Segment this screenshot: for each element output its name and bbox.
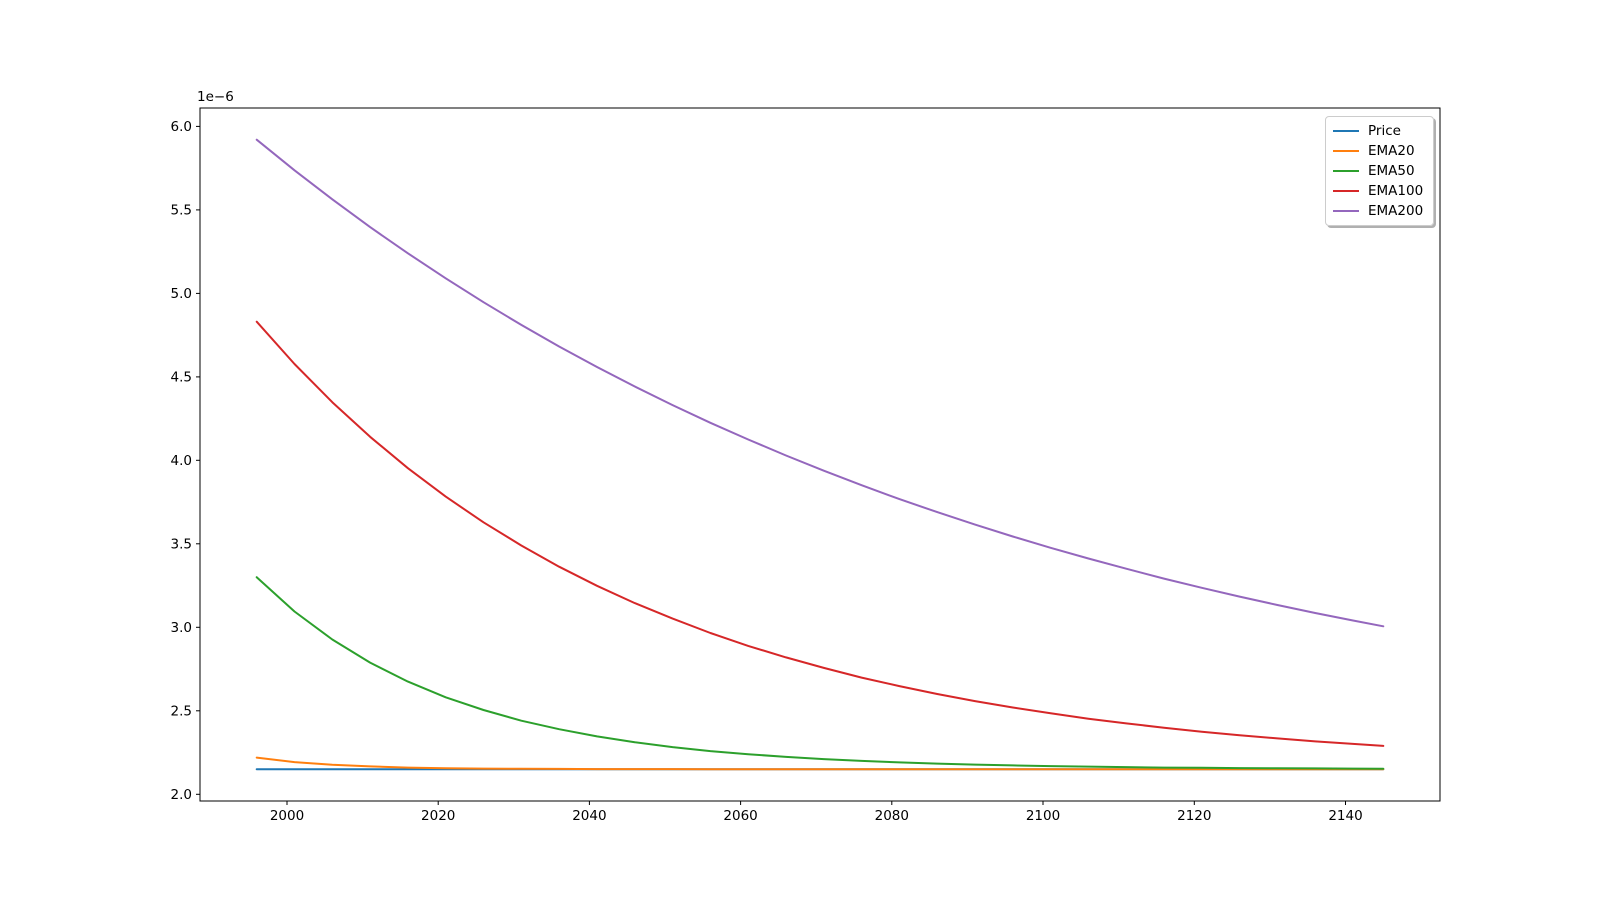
legend-line-swatch bbox=[1333, 210, 1359, 212]
x-tick-label: 2100 bbox=[1026, 808, 1060, 824]
series-line-ema20 bbox=[255, 756, 1385, 771]
y-axis-offset-text: 1e−6 bbox=[197, 89, 234, 105]
series-layer bbox=[255, 138, 1385, 771]
legend-line-swatch bbox=[1333, 130, 1359, 132]
y-tick-label: 3.5 bbox=[171, 536, 192, 552]
legend-label: EMA50 bbox=[1368, 163, 1415, 179]
x-tick-label: 2080 bbox=[875, 808, 909, 824]
legend-entry: Price bbox=[1333, 121, 1423, 141]
legend-label: EMA20 bbox=[1368, 143, 1415, 159]
x-tick-label: 2040 bbox=[572, 808, 606, 824]
x-tick-label: 2000 bbox=[270, 808, 304, 824]
y-tick-label: 2.0 bbox=[171, 787, 192, 803]
y-tick-label: 3.0 bbox=[171, 620, 192, 636]
legend-entry: EMA200 bbox=[1333, 201, 1423, 221]
y-tick-label: 5.5 bbox=[171, 202, 192, 218]
x-tick-label: 2020 bbox=[421, 808, 455, 824]
axes-frame bbox=[199, 107, 1441, 802]
legend-label: EMA100 bbox=[1368, 183, 1424, 199]
series-line-ema100 bbox=[255, 320, 1385, 747]
y-tick-label: 4.5 bbox=[171, 369, 192, 385]
axes-layer: 2000 2020 2040 2060 2080 2100 2120 2140 2.0 2.5 3.… bbox=[171, 107, 1441, 824]
x-tick-label: 2120 bbox=[1177, 808, 1211, 824]
x-tick-label: 2140 bbox=[1328, 808, 1362, 824]
legend-line-swatch bbox=[1333, 170, 1359, 172]
legend-label: Price bbox=[1368, 123, 1401, 139]
series-line-ema50 bbox=[255, 576, 1385, 770]
legend-line-swatch bbox=[1333, 190, 1359, 192]
y-tick-label: 4.0 bbox=[171, 453, 192, 469]
legend: Price EMA20 EMA50 EMA100 EMA200 bbox=[1325, 116, 1435, 226]
series-line-ema200 bbox=[255, 138, 1385, 628]
legend-line-swatch bbox=[1333, 150, 1359, 152]
y-tick-label: 5.0 bbox=[171, 286, 192, 302]
y-tick-label: 6.0 bbox=[171, 119, 192, 135]
y-tick-label: 2.5 bbox=[171, 703, 192, 719]
legend-entry: EMA20 bbox=[1333, 141, 1423, 161]
x-tick-label: 2060 bbox=[723, 808, 757, 824]
legend-label: EMA200 bbox=[1368, 203, 1424, 219]
legend-entry: EMA100 bbox=[1333, 181, 1423, 201]
legend-entry: EMA50 bbox=[1333, 161, 1423, 181]
